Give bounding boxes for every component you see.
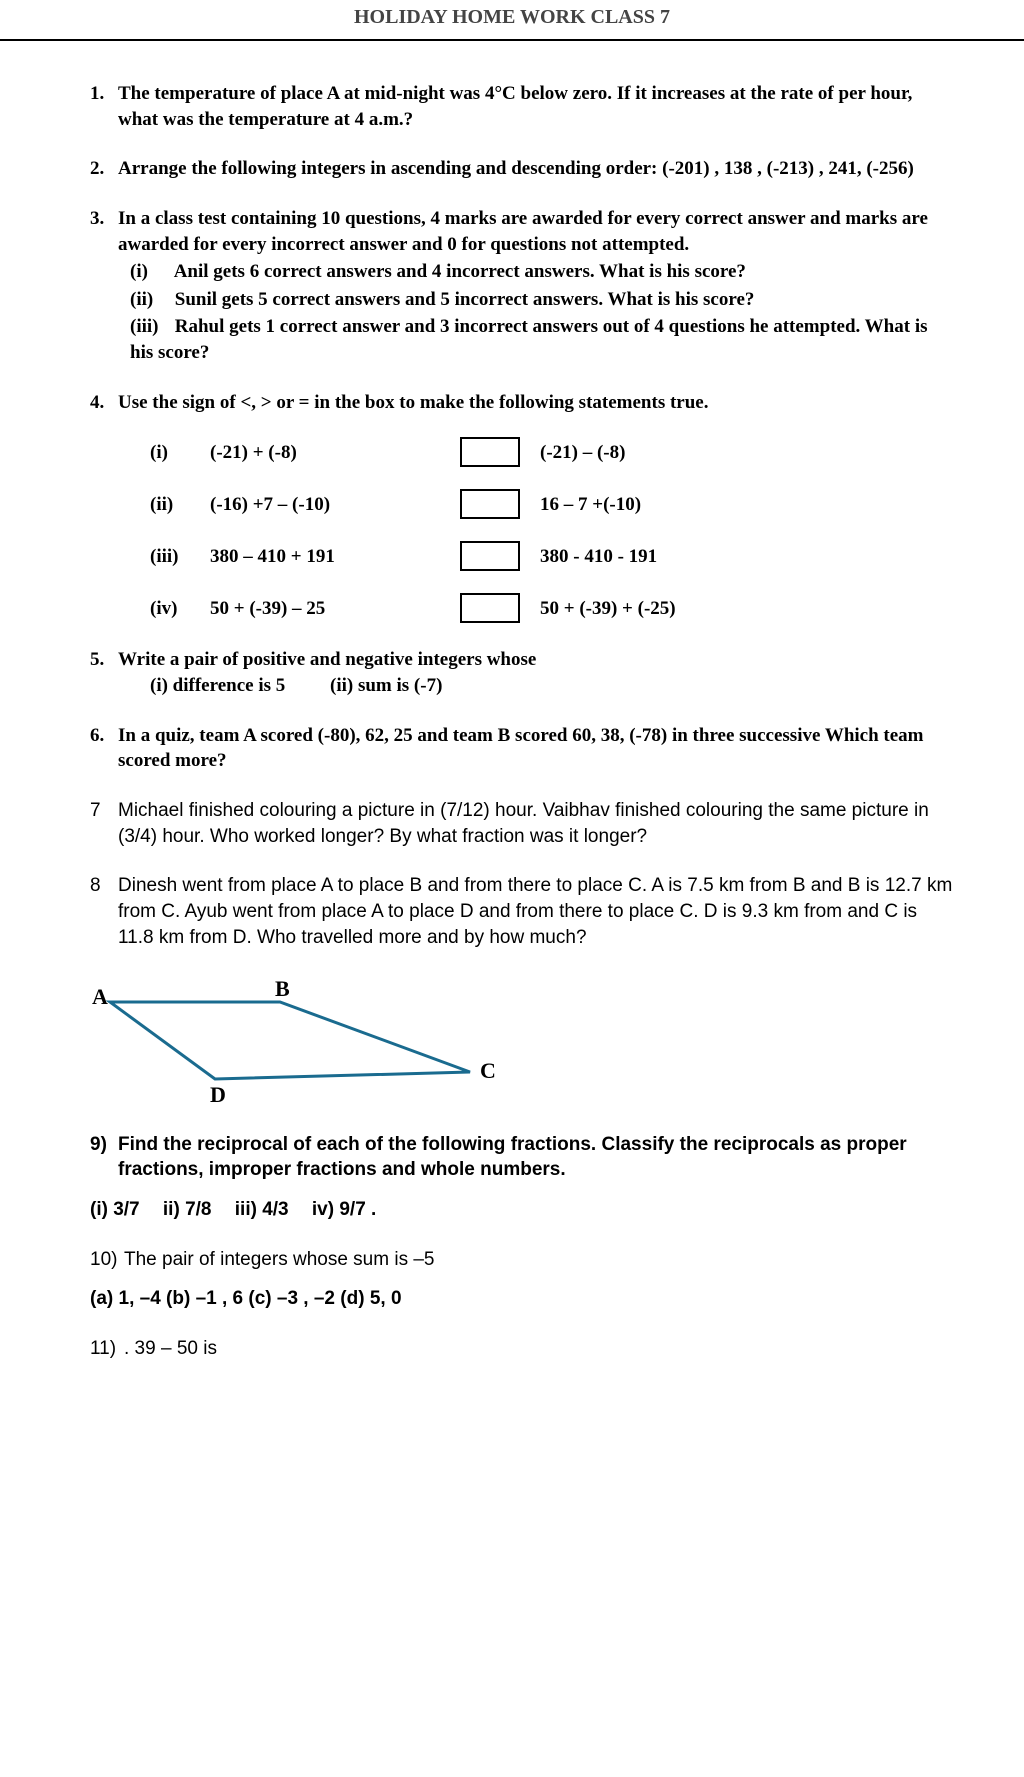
q3-text: In a class test containing 10 questions,…: [118, 206, 954, 257]
answer-box[interactable]: [460, 541, 520, 571]
q7-number: 7: [90, 798, 118, 849]
q3-sub-i: (i) Anil gets 6 correct answers and 4 in…: [130, 259, 954, 285]
q10-text: The pair of integers whose sum is –5: [124, 1247, 954, 1273]
q11-text: . 39 – 50 is: [124, 1336, 954, 1362]
q4-iii-rhs: 380 - 410 - 191: [540, 544, 954, 570]
q1-text: The temperature of place A at mid-night …: [118, 81, 954, 132]
q2-number: 2.: [90, 156, 118, 182]
diagram-label-b: B: [275, 976, 290, 1001]
q9-opt-i: (i) 3/7: [90, 1199, 140, 1220]
q4-ii-label: (ii): [150, 492, 210, 518]
q4-row-ii: (ii) (-16) +7 – (-10) 16 – 7 +(-10): [150, 489, 954, 519]
q9-options: (i) 3/7 ii) 7/8 iii) 4/3 iv) 9/7 .: [90, 1197, 954, 1223]
answer-box[interactable]: [460, 593, 520, 623]
diagram-svg: A B C D: [90, 974, 510, 1104]
question-11: 11) . 39 – 50 is: [90, 1336, 954, 1362]
q11-number: 11): [90, 1336, 124, 1362]
worksheet-body: 1. The temperature of place A at mid-nig…: [0, 41, 1024, 1426]
q4-number: 4.: [90, 390, 118, 416]
q5-subs: (i) difference is 5 (ii) sum is (-7): [150, 673, 954, 699]
q8-text: Dinesh went from place A to place B and …: [118, 873, 954, 950]
q9-opt-iv: iv) 9/7 .: [312, 1199, 376, 1220]
q4-text: Use the sign of <, > or = in the box to …: [118, 390, 954, 416]
q4-iii-lhs: 380 – 410 + 191: [210, 544, 440, 570]
diagram-label-d: D: [210, 1082, 226, 1104]
quadrilateral-diagram: A B C D: [90, 974, 954, 1112]
question-9: 9) Find the reciprocal of each of the fo…: [90, 1132, 954, 1223]
q2-text: Arrange the following integers in ascend…: [118, 156, 954, 182]
q4-i-label: (i): [150, 440, 210, 466]
question-8: 8 Dinesh went from place A to place B an…: [90, 873, 954, 950]
diagram-shape: [110, 1002, 470, 1079]
q4-row-iv: (iv) 50 + (-39) – 25 50 + (-39) + (-25): [150, 593, 954, 623]
q4-row-iii: (iii) 380 – 410 + 191 380 - 410 - 191: [150, 541, 954, 571]
q5-ii: (ii) sum is (-7): [330, 675, 442, 696]
q1-number: 1.: [90, 81, 118, 132]
q3-iii-label: (iii): [130, 314, 170, 340]
q4-iv-lhs: 50 + (-39) – 25: [210, 596, 440, 622]
page-title: HOLIDAY HOME WORK CLASS 7: [0, 0, 1024, 41]
q5-text: Write a pair of positive and negative in…: [118, 647, 954, 673]
q3-i-label: (i): [130, 259, 170, 285]
question-4: 4. Use the sign of <, > or = in the box …: [90, 390, 954, 624]
q9-number: 9): [90, 1132, 118, 1183]
answer-box[interactable]: [460, 489, 520, 519]
q9-opt-ii: ii) 7/8: [163, 1199, 212, 1220]
q9-text: Find the reciprocal of each of the follo…: [118, 1132, 954, 1183]
q4-iv-label: (iv): [150, 596, 210, 622]
q5-i: (i) difference is 5: [150, 675, 285, 696]
q6-text: In a quiz, team A scored (-80), 62, 25 a…: [118, 723, 954, 774]
q5-number: 5.: [90, 647, 118, 673]
question-10: 10) The pair of integers whose sum is –5…: [90, 1247, 954, 1312]
q4-i-lhs: (-21) + (-8): [210, 440, 440, 466]
q4-ii-lhs: (-16) +7 – (-10): [210, 492, 440, 518]
q3-number: 3.: [90, 206, 118, 257]
q6-number: 6.: [90, 723, 118, 774]
q3-iii-text: Rahul gets 1 correct answer and 3 incorr…: [130, 316, 928, 363]
q3-sub-iii: (iii) Rahul gets 1 correct answer and 3 …: [130, 314, 954, 365]
question-5: 5. Write a pair of positive and negative…: [90, 647, 954, 698]
question-7: 7 Michael finished colouring a picture i…: [90, 798, 954, 849]
q7-text: Michael finished colouring a picture in …: [118, 798, 954, 849]
question-1: 1. The temperature of place A at mid-nig…: [90, 81, 954, 132]
q3-ii-text: Sunil gets 5 correct answers and 5 incor…: [175, 289, 755, 310]
diagram-label-a: A: [92, 984, 108, 1009]
q4-row-i: (i) (-21) + (-8) (-21) – (-8): [150, 437, 954, 467]
q4-i-rhs: (-21) – (-8): [540, 440, 954, 466]
q8-number: 8: [90, 873, 118, 950]
question-6: 6. In a quiz, team A scored (-80), 62, 2…: [90, 723, 954, 774]
question-3: 3. In a class test containing 10 questio…: [90, 206, 954, 366]
answer-box[interactable]: [460, 437, 520, 467]
q3-sub-ii: (ii) Sunil gets 5 correct answers and 5 …: [130, 287, 954, 313]
q4-iii-label: (iii): [150, 544, 210, 570]
q9-opt-iii: iii) 4/3: [235, 1199, 289, 1220]
q10-number: 10): [90, 1247, 124, 1273]
q3-i-text: Anil gets 6 correct answers and 4 incorr…: [174, 261, 746, 282]
diagram-label-c: C: [480, 1058, 496, 1083]
q3-ii-label: (ii): [130, 287, 170, 313]
q4-iv-rhs: 50 + (-39) + (-25): [540, 596, 954, 622]
q4-ii-rhs: 16 – 7 +(-10): [540, 492, 954, 518]
question-2: 2. Arrange the following integers in asc…: [90, 156, 954, 182]
q10-options: (a) 1, –4 (b) –1 , 6 (c) –3 , –2 (d) 5, …: [90, 1286, 954, 1312]
